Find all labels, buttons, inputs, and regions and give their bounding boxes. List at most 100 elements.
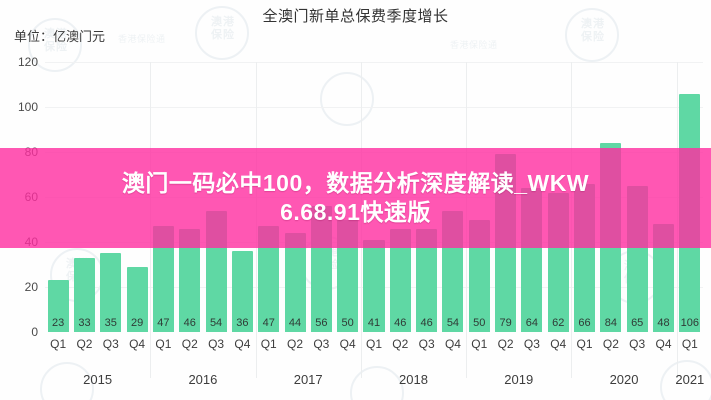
x-axis-year-label: 2021 bbox=[675, 372, 705, 387]
x-axis-quarter-label: Q3 bbox=[629, 337, 646, 351]
x-axis-year-label: 2020 bbox=[609, 372, 639, 387]
x-axis-quarter-label: Q2 bbox=[497, 337, 514, 351]
bar: 79 bbox=[495, 154, 517, 332]
x-axis-quarter-label: Q3 bbox=[313, 337, 330, 351]
bar: 33 bbox=[73, 257, 95, 332]
plot-area: 23 33 35 29 47 46 54 36 47 44 56 50 41 46 46 54 50 79 64 62… bbox=[45, 62, 703, 378]
x-axis-quarter-label: Q3 bbox=[102, 337, 119, 351]
bar: 47 bbox=[152, 226, 174, 332]
x-axis-quarter-label: Q4 bbox=[339, 337, 356, 351]
y-axis-tick-label: 100 bbox=[17, 100, 38, 114]
x-axis-quarter-label: Q4 bbox=[234, 337, 251, 351]
x-axis-quarter-label: Q1 bbox=[50, 337, 67, 351]
year-separator bbox=[255, 62, 257, 378]
bar-value-label: 64 bbox=[525, 317, 539, 329]
bar-value-label: 46 bbox=[420, 317, 433, 329]
bar-value-label: 23 bbox=[52, 317, 65, 329]
year-separator bbox=[571, 62, 573, 378]
bar: 56 bbox=[310, 206, 332, 332]
bar: 65 bbox=[626, 185, 648, 332]
x-axis-year-label: 2019 bbox=[504, 372, 534, 387]
bar: 54 bbox=[442, 210, 464, 332]
bar-value-label: 50 bbox=[473, 317, 486, 329]
x-axis-quarter-label: Q1 bbox=[471, 337, 488, 351]
x-axis-quarter-label: Q1 bbox=[576, 337, 593, 351]
bar: 50 bbox=[337, 219, 359, 332]
x-axis-year-label: 2015 bbox=[83, 372, 113, 387]
bar: 66 bbox=[574, 183, 596, 332]
bar-value-label: 54 bbox=[446, 317, 460, 329]
bar-value-label: 29 bbox=[130, 317, 144, 329]
x-axis-quarter-label: Q4 bbox=[129, 337, 146, 351]
watermark-tagline: 香港保险通 bbox=[118, 34, 166, 44]
bar: 48 bbox=[652, 224, 675, 332]
x-axis-quarter-label: Q1 bbox=[260, 337, 277, 351]
bar: 46 bbox=[416, 228, 438, 332]
y-axis-tick-label: 120 bbox=[17, 55, 38, 69]
bar: 84 bbox=[600, 143, 622, 332]
year-separator bbox=[466, 62, 468, 378]
x-axis-quarter-label: Q1 bbox=[681, 337, 698, 351]
x-axis-year-label: 2016 bbox=[188, 372, 218, 387]
bar-value-label: 79 bbox=[499, 317, 512, 329]
bar-value-label: 84 bbox=[604, 317, 617, 329]
bar-value-label: 106 bbox=[680, 317, 699, 329]
bar-value-label: 65 bbox=[631, 317, 644, 329]
bar: 47 bbox=[258, 226, 280, 332]
year-separator bbox=[150, 62, 152, 378]
gridline bbox=[45, 62, 703, 63]
bar-value-label: 62 bbox=[552, 317, 565, 329]
bar: 41 bbox=[363, 239, 385, 332]
x-axis-quarter-label: Q2 bbox=[76, 337, 93, 351]
x-axis-quarter-label: Q3 bbox=[208, 337, 225, 351]
bar: 29 bbox=[126, 266, 148, 332]
bar-value-label: 46 bbox=[394, 317, 407, 329]
bar: 46 bbox=[389, 228, 411, 332]
bar: 23 bbox=[47, 280, 69, 332]
x-axis-quarter-label: Q4 bbox=[655, 337, 672, 351]
x-axis-year-label: 2018 bbox=[399, 372, 428, 387]
bar: 106 bbox=[679, 93, 701, 332]
x-axis-quarter-label: Q2 bbox=[392, 337, 409, 351]
bar: 62 bbox=[547, 192, 569, 332]
x-axis-quarter-label: Q1 bbox=[365, 337, 383, 351]
year-separator bbox=[676, 62, 678, 378]
bar-value-label: 56 bbox=[315, 317, 328, 329]
bar-value-label: 35 bbox=[104, 317, 117, 329]
bar: 64 bbox=[521, 188, 543, 332]
bar-value-label: 66 bbox=[578, 317, 591, 329]
year-separator bbox=[360, 62, 362, 378]
y-axis-tick-label: 40 bbox=[24, 235, 38, 249]
y-axis-tick-label: 20 bbox=[24, 280, 38, 294]
x-axis-quarter-label: Q2 bbox=[181, 337, 198, 351]
y-axis-tick-label: 0 bbox=[31, 325, 38, 339]
bar: 35 bbox=[100, 253, 122, 332]
bar-value-label: 46 bbox=[183, 317, 196, 329]
x-axis-quarter-label: Q4 bbox=[444, 337, 461, 351]
bar: 50 bbox=[468, 219, 490, 332]
x-axis-quarter-label: Q4 bbox=[550, 337, 567, 351]
watermark-ring-icon bbox=[350, 366, 404, 400]
watermark-tagline: 香港保险通 bbox=[450, 40, 498, 50]
bar-value-label: 50 bbox=[341, 317, 354, 329]
bar: 54 bbox=[205, 210, 227, 332]
bar: 44 bbox=[284, 233, 306, 332]
bar-value-label: 41 bbox=[367, 317, 381, 329]
bar-value-label: 44 bbox=[288, 317, 302, 329]
y-axis-tick-label: 60 bbox=[24, 190, 38, 204]
x-axis-year-label: 2017 bbox=[293, 372, 323, 387]
x-axis-quarter-label: Q1 bbox=[155, 337, 172, 351]
y-axis-tick-label: 80 bbox=[24, 145, 38, 159]
bar-value-label: 33 bbox=[78, 317, 91, 329]
gridline bbox=[45, 107, 703, 108]
bar-value-label: 54 bbox=[209, 317, 223, 329]
bar-value-label: 47 bbox=[262, 317, 275, 329]
bar-value-label: 36 bbox=[236, 317, 249, 329]
bar-value-label: 48 bbox=[657, 317, 670, 329]
x-axis-quarter-label: Q2 bbox=[602, 337, 619, 351]
chart-title: 全澳门新单总保费季度增长 bbox=[262, 8, 449, 25]
x-axis-quarter-label: Q2 bbox=[287, 337, 304, 351]
x-axis-quarter-label: Q3 bbox=[523, 337, 540, 351]
bar-value-label: 47 bbox=[157, 317, 170, 329]
